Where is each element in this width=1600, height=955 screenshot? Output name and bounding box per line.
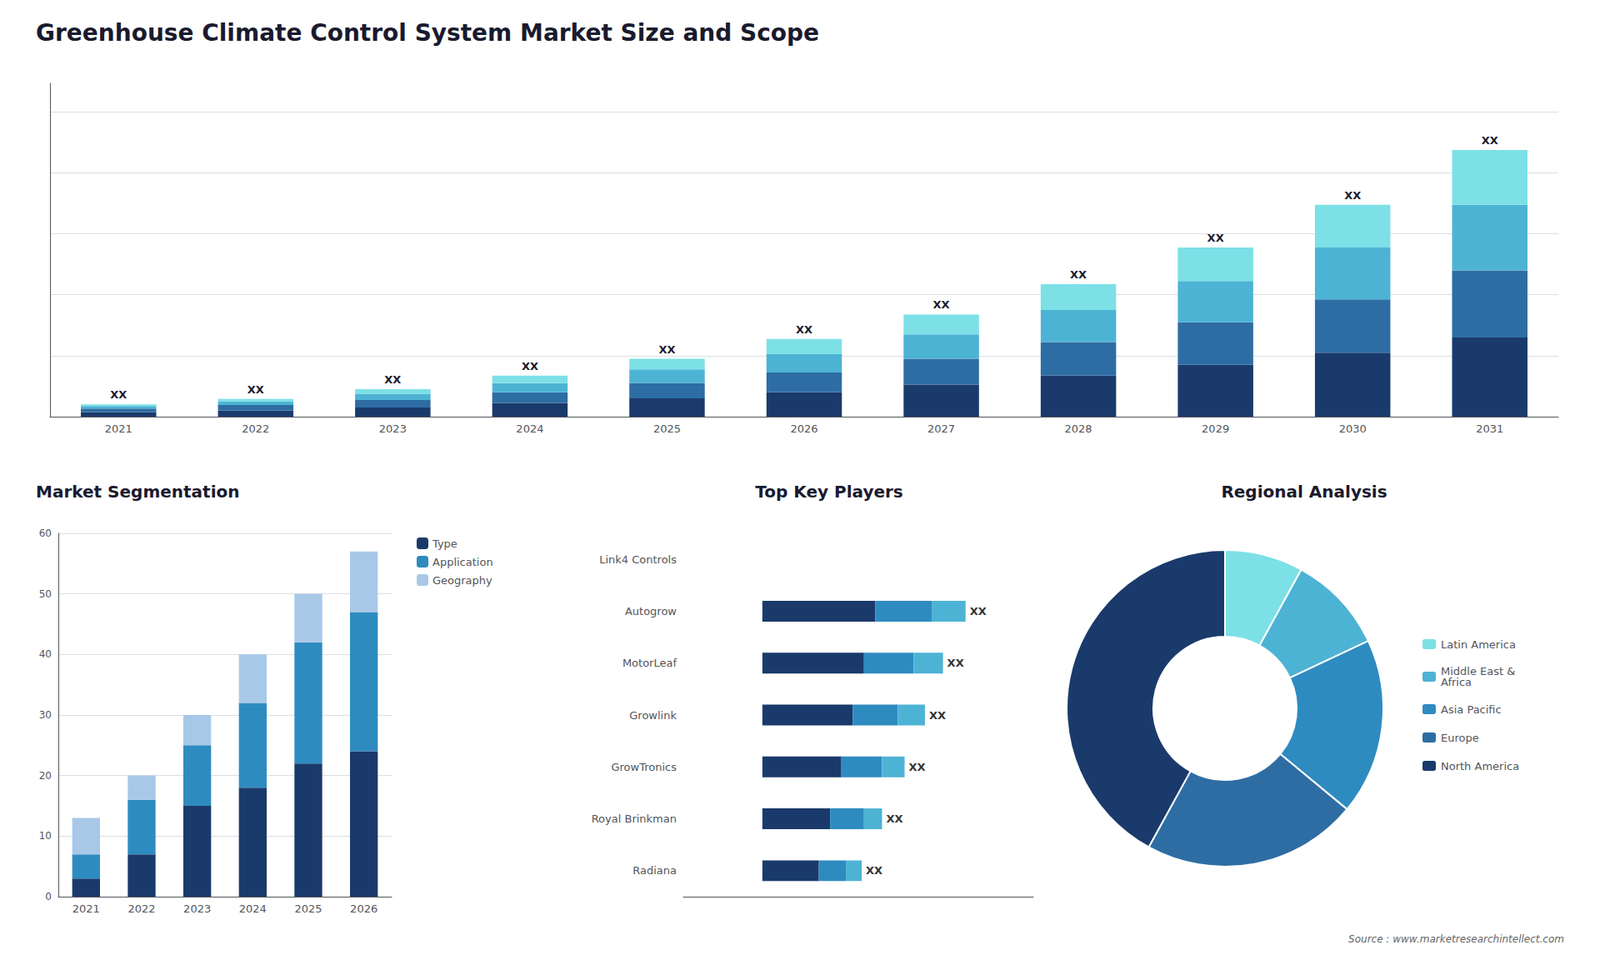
svg-text:Growlink: Growlink: [629, 709, 677, 722]
svg-text:2028: 2028: [1065, 422, 1093, 435]
svg-text:XX: XX: [929, 709, 946, 722]
svg-text:XX: XX: [658, 343, 675, 356]
svg-text:60: 60: [39, 527, 52, 540]
svg-text:2026: 2026: [790, 422, 818, 435]
svg-text:2022: 2022: [241, 422, 270, 435]
svg-text:XX: XX: [110, 388, 127, 401]
svg-text:Asia Pacific: Asia Pacific: [1440, 703, 1502, 716]
svg-text:30: 30: [39, 709, 52, 721]
svg-text:MotorLeaf: MotorLeaf: [622, 656, 678, 670]
svg-text:50: 50: [39, 588, 52, 600]
svg-text:XX: XX: [909, 760, 926, 774]
svg-text:2030: 2030: [1339, 422, 1367, 435]
svg-text:XX: XX: [1207, 231, 1225, 245]
svg-text:GrowTronics: GrowTronics: [610, 760, 677, 774]
svg-text:XX: XX: [1481, 134, 1499, 147]
svg-text:2023: 2023: [379, 422, 407, 435]
svg-text:2024: 2024: [515, 422, 544, 435]
svg-text:XX: XX: [795, 323, 813, 336]
svg-text:North America: North America: [1440, 760, 1520, 773]
svg-text:XX: XX: [865, 864, 883, 877]
svg-text:Autogrow: Autogrow: [625, 605, 677, 618]
svg-text:Radiana: Radiana: [632, 864, 677, 877]
svg-text:XX: XX: [947, 656, 965, 670]
svg-text:2023: 2023: [183, 902, 211, 915]
svg-text:Geography: Geography: [432, 574, 493, 587]
svg-text:XX: XX: [521, 360, 539, 373]
svg-text:Latin America: Latin America: [1440, 638, 1516, 651]
svg-text:Regional Analysis: Regional Analysis: [1220, 481, 1387, 502]
svg-text:0: 0: [45, 890, 52, 903]
svg-text:Middle East &: Middle East &: [1440, 665, 1516, 678]
svg-text:Link4 Controls: Link4 Controls: [599, 553, 677, 566]
svg-text:Europe: Europe: [1440, 731, 1480, 745]
svg-text:XX: XX: [970, 605, 987, 618]
svg-text:XX: XX: [384, 373, 401, 386]
svg-text:40: 40: [39, 648, 52, 660]
svg-text:Africa: Africa: [1440, 675, 1472, 689]
svg-text:Type: Type: [431, 537, 458, 550]
svg-text:2025: 2025: [653, 422, 681, 435]
svg-text:2022: 2022: [127, 902, 155, 915]
svg-text:XX: XX: [933, 298, 950, 311]
svg-text:Royal Brinkman: Royal Brinkman: [591, 812, 677, 825]
svg-text:2021: 2021: [72, 902, 100, 915]
svg-text:XX: XX: [247, 383, 265, 396]
svg-text:2027: 2027: [927, 422, 955, 435]
svg-text:2026: 2026: [350, 902, 378, 915]
svg-text:20: 20: [39, 770, 52, 782]
svg-text:XX: XX: [885, 812, 903, 825]
svg-text:XX: XX: [1344, 189, 1361, 202]
svg-text:Market Segmentation: Market Segmentation: [35, 481, 240, 502]
svg-text:2025: 2025: [294, 902, 322, 915]
svg-text:Source : www.marketresearchint: Source : www.marketresearchintellect.com: [1348, 933, 1565, 945]
svg-text:Application: Application: [432, 555, 494, 569]
svg-text:XX: XX: [1070, 268, 1087, 281]
svg-text:Top Key Players: Top Key Players: [755, 481, 903, 502]
svg-text:2021: 2021: [105, 422, 133, 435]
svg-text:2031: 2031: [1475, 422, 1504, 435]
svg-text:Greenhouse Climate Control Sys: Greenhouse Climate Control System Market…: [35, 19, 820, 47]
svg-text:2024: 2024: [239, 902, 267, 915]
svg-text:10: 10: [39, 830, 52, 842]
svg-text:2029: 2029: [1201, 422, 1230, 435]
